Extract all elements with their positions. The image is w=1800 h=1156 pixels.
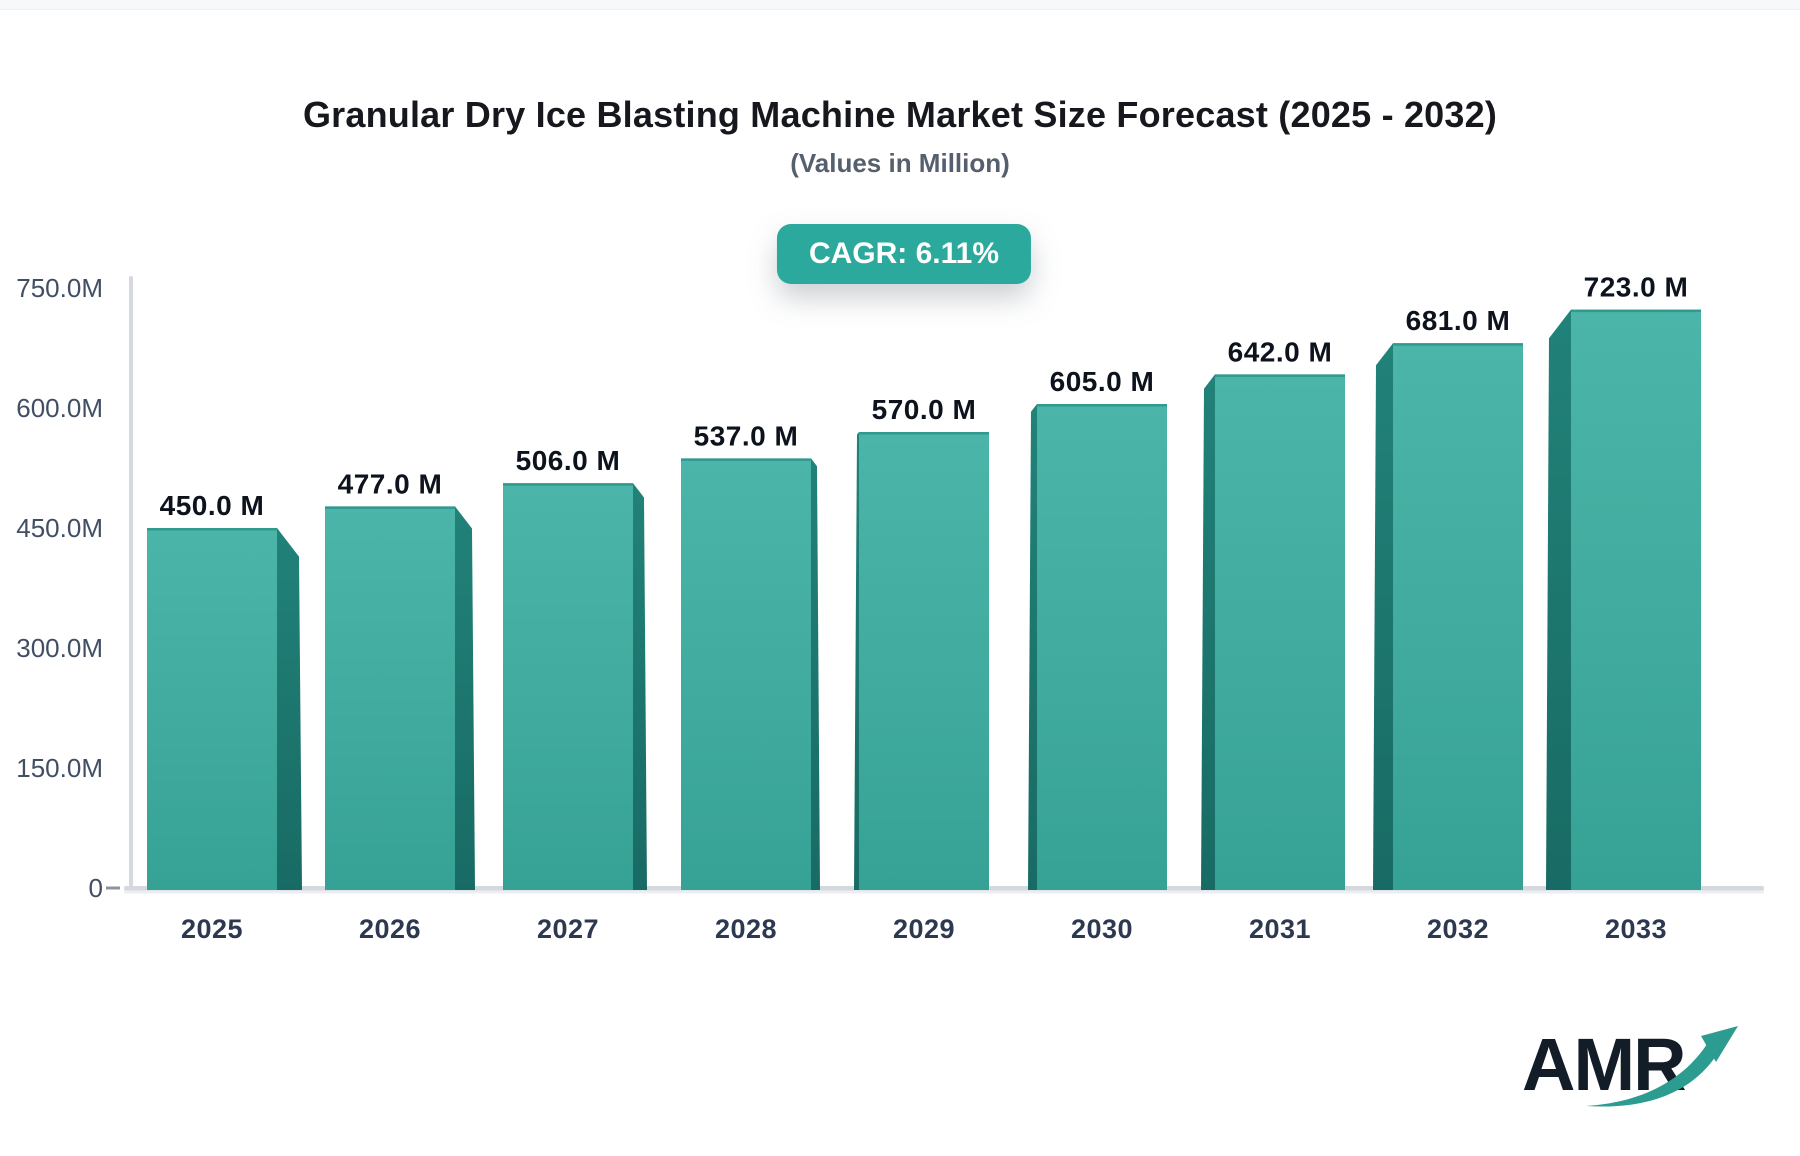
bar-value-label: 537.0 M xyxy=(694,420,799,451)
bar-2028: 537.0 M xyxy=(681,420,820,890)
y-axis-tick-label: 600.0M xyxy=(16,393,103,423)
bar-front-face xyxy=(1037,404,1167,890)
bar-2032: 681.0 M xyxy=(1373,305,1523,890)
bar-front-face xyxy=(1571,309,1701,891)
bar-side-face xyxy=(277,528,302,890)
bar-side-face xyxy=(1201,374,1215,890)
bar-side-face xyxy=(1028,404,1037,890)
bar-front-face xyxy=(1215,374,1345,890)
y-axis-tick-label: 150.0M xyxy=(16,753,103,783)
bar-side-face xyxy=(455,506,475,890)
top-border-strip xyxy=(0,0,1800,10)
x-axis-label: 2028 xyxy=(715,914,777,944)
bar-front-face xyxy=(503,483,633,890)
bar-front-face xyxy=(147,528,277,890)
chart-title: Granular Dry Ice Blasting Machine Market… xyxy=(302,94,1498,135)
bar-top-edge xyxy=(147,528,277,531)
bar-2025: 450.0 M xyxy=(147,490,302,890)
bar-side-face xyxy=(811,458,820,890)
x-axis-label: 2033 xyxy=(1605,914,1667,944)
bar-side-face xyxy=(1373,343,1393,890)
chart-subtitle: (Values in Million) xyxy=(790,148,1010,178)
logo-arrow-head-icon xyxy=(1701,1026,1738,1062)
bar-value-label: 642.0 M xyxy=(1228,336,1333,367)
bar-top-edge xyxy=(503,483,633,486)
bar-side-face xyxy=(1546,309,1571,891)
x-axis-label: 2025 xyxy=(181,914,243,944)
logo-arrow-swoosh-icon xyxy=(1586,1044,1718,1107)
amr-logo: AMR xyxy=(1522,1023,1738,1107)
bar-2031: 642.0 M xyxy=(1201,336,1345,890)
cagr-badge: CAGR: 6.11% xyxy=(776,224,1032,284)
bar-value-label: 450.0 M xyxy=(160,490,265,521)
bar-2026: 477.0 M xyxy=(325,468,475,890)
bar-value-label: 506.0 M xyxy=(516,445,621,476)
x-axis-label: 2032 xyxy=(1427,914,1489,944)
bar-2029: 570.0 M xyxy=(854,394,989,890)
y-axis-tick-label: 750.0M xyxy=(16,273,103,303)
x-axis-label: 2030 xyxy=(1071,914,1133,944)
x-axis-label: 2031 xyxy=(1249,914,1311,944)
x-axis-label: 2027 xyxy=(537,914,599,944)
bar-2033: 723.0 M xyxy=(1546,272,1701,891)
bar-value-label: 681.0 M xyxy=(1406,305,1511,336)
bar-top-edge xyxy=(1215,374,1345,377)
bar-front-face xyxy=(325,506,455,890)
bar-top-edge xyxy=(1571,309,1701,313)
x-axis-label: 2029 xyxy=(893,914,955,944)
bar-side-face xyxy=(854,432,859,890)
x-axis-label: 2026 xyxy=(359,914,421,944)
bar-top-edge xyxy=(681,458,811,461)
bar-top-edge xyxy=(1393,343,1523,346)
bar-top-edge xyxy=(1037,404,1167,407)
y-axis-tick-label: 450.0M xyxy=(16,513,103,543)
bar-top-edge xyxy=(859,432,989,435)
bar-top-edge xyxy=(325,506,455,509)
bar-value-label: 605.0 M xyxy=(1050,366,1155,397)
bar-value-label: 570.0 M xyxy=(872,394,977,425)
y-axis-tick-label: 0 xyxy=(89,873,103,903)
bar-value-label: 477.0 M xyxy=(338,468,443,499)
bar-2027: 506.0 M xyxy=(503,445,647,890)
x-axis-line-shadow xyxy=(124,890,1764,894)
y-axis-tick-label: 300.0M xyxy=(16,633,103,663)
bar-front-face xyxy=(1393,343,1523,890)
bar-side-face xyxy=(633,483,647,890)
bar-front-face xyxy=(681,458,811,890)
bar-2030: 605.0 M xyxy=(1028,366,1167,890)
bar-front-face xyxy=(859,432,989,890)
bar-value-label: 723.0 M xyxy=(1584,272,1689,303)
